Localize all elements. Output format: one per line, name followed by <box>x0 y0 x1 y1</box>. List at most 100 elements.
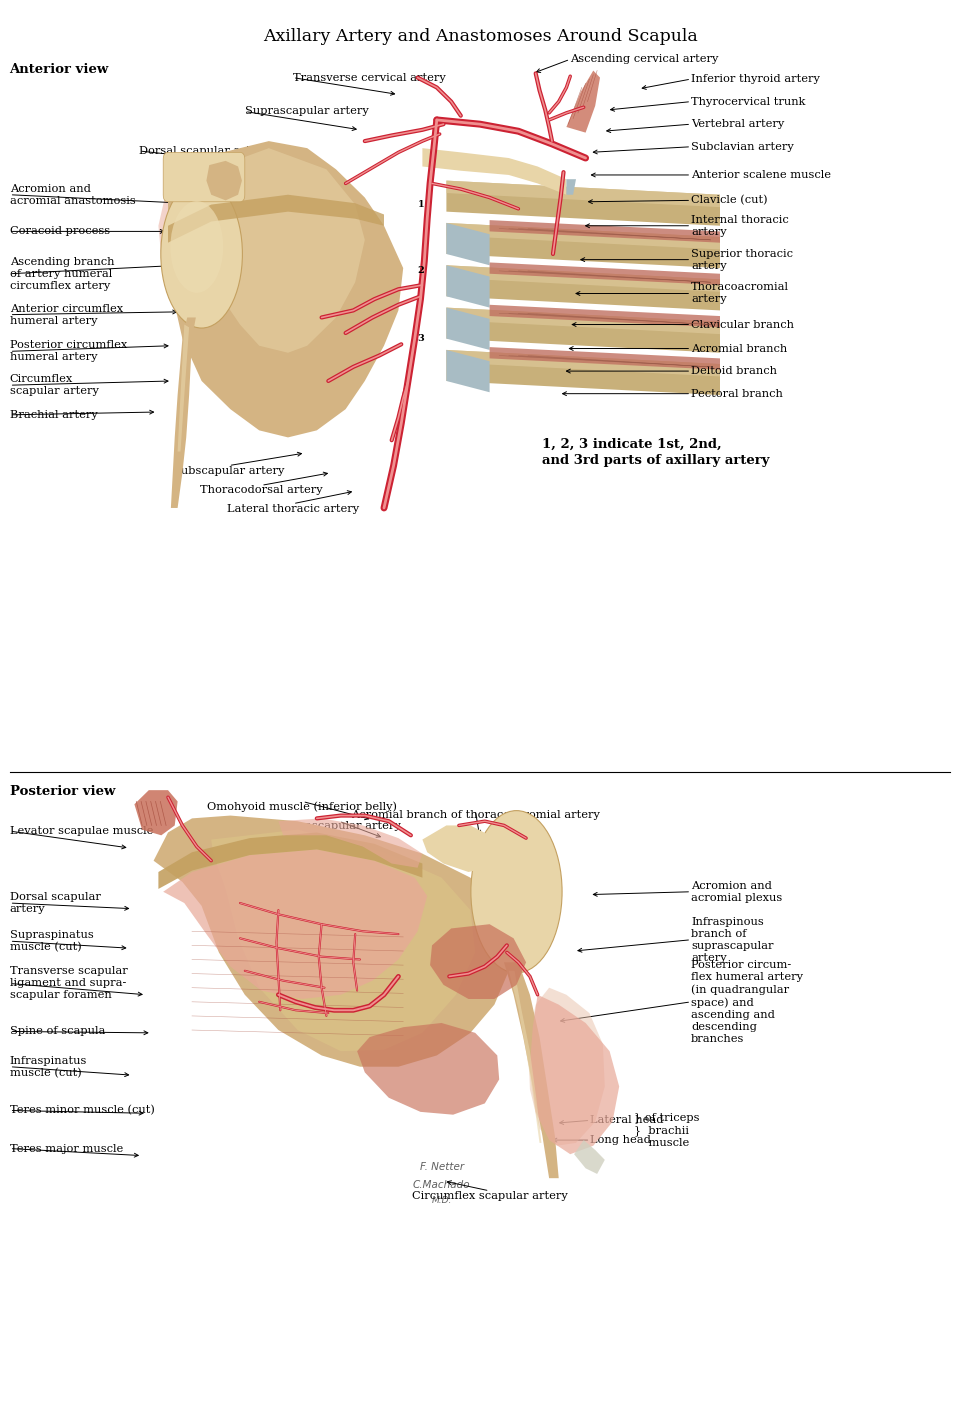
Polygon shape <box>168 152 240 198</box>
Text: Dorsal scapular artery: Dorsal scapular artery <box>139 145 270 157</box>
Text: Lateral head: Lateral head <box>590 1115 664 1126</box>
Polygon shape <box>574 1140 605 1174</box>
Text: Ascending cervical artery: Ascending cervical artery <box>570 54 719 65</box>
Text: Pectoral branch: Pectoral branch <box>691 388 783 399</box>
FancyBboxPatch shape <box>163 152 245 202</box>
Ellipse shape <box>160 179 242 329</box>
Polygon shape <box>211 830 475 1051</box>
Polygon shape <box>446 308 720 334</box>
Text: Teres minor muscle (cut): Teres minor muscle (cut) <box>10 1105 155 1116</box>
Text: Anterior scalene muscle: Anterior scalene muscle <box>691 169 831 181</box>
Polygon shape <box>422 825 497 872</box>
Text: 3: 3 <box>418 334 424 343</box>
Text: Brachial artery: Brachial artery <box>10 409 97 420</box>
Text: Transverse cervical artery: Transverse cervical artery <box>293 72 445 83</box>
Text: Infraspinatus
muscle (cut): Infraspinatus muscle (cut) <box>10 1055 87 1078</box>
Polygon shape <box>504 962 559 1178</box>
Polygon shape <box>192 148 365 353</box>
Text: Clavicle (cut): Clavicle (cut) <box>691 195 768 206</box>
Text: Levator scapulae muscle: Levator scapulae muscle <box>10 825 153 837</box>
Polygon shape <box>446 223 720 250</box>
Polygon shape <box>446 308 490 350</box>
Polygon shape <box>158 832 422 889</box>
Polygon shape <box>490 347 720 370</box>
Polygon shape <box>490 305 720 327</box>
Polygon shape <box>566 71 600 133</box>
Text: Acromion and
acromial anastomosis: Acromion and acromial anastomosis <box>10 183 135 206</box>
Polygon shape <box>178 325 189 452</box>
Text: Dorsal scapular
artery: Dorsal scapular artery <box>10 892 101 914</box>
Text: Circumflex scapular artery: Circumflex scapular artery <box>412 1191 567 1201</box>
Polygon shape <box>528 988 605 1146</box>
Polygon shape <box>446 350 490 392</box>
Text: C.Machado: C.Machado <box>413 1180 470 1191</box>
Text: Internal thoracic
artery: Internal thoracic artery <box>691 214 789 237</box>
Text: Axillary Artery and Anastomoses Around Scapula: Axillary Artery and Anastomoses Around S… <box>263 28 697 45</box>
Polygon shape <box>171 317 196 508</box>
Text: Thyrocervical trunk: Thyrocervical trunk <box>691 96 805 107</box>
Polygon shape <box>566 179 576 195</box>
Text: Deltoid branch: Deltoid branch <box>691 365 778 377</box>
Text: Anterior view: Anterior view <box>10 63 108 76</box>
Text: 1: 1 <box>418 200 424 209</box>
Text: Suprascapular artery: Suprascapular artery <box>245 106 369 117</box>
Text: Posterior circumflex
humeral artery: Posterior circumflex humeral artery <box>10 340 127 363</box>
Polygon shape <box>446 265 720 292</box>
Text: Acromial branch: Acromial branch <box>691 343 787 354</box>
Text: Suprascapular artery: Suprascapular artery <box>277 821 400 831</box>
Text: Supraspinatus
muscle (cut): Supraspinatus muscle (cut) <box>10 930 93 952</box>
Text: Posterior circum-
flex humeral artery
(in quadrangular
space) and
ascending and
: Posterior circum- flex humeral artery (i… <box>691 959 804 1044</box>
Ellipse shape <box>470 810 563 974</box>
Text: Coracoid process: Coracoid process <box>10 226 109 237</box>
Text: Circumflex
scapular artery: Circumflex scapular artery <box>10 374 99 396</box>
Polygon shape <box>278 818 422 868</box>
Polygon shape <box>446 350 720 377</box>
Text: M.D.: M.D. <box>432 1197 452 1205</box>
Text: F. Netter: F. Netter <box>420 1161 465 1173</box>
Ellipse shape <box>170 200 223 293</box>
Text: Clavicular branch: Clavicular branch <box>691 319 794 330</box>
Polygon shape <box>446 265 490 308</box>
Text: Subclavian artery: Subclavian artery <box>691 141 794 152</box>
Polygon shape <box>158 162 238 268</box>
Text: Teres major muscle: Teres major muscle <box>10 1143 123 1154</box>
Polygon shape <box>422 148 566 195</box>
Text: Lateral thoracic artery: Lateral thoracic artery <box>227 504 359 514</box>
Polygon shape <box>134 790 178 835</box>
Text: Transverse scapular
ligament and supra-
scapular foramen: Transverse scapular ligament and supra- … <box>10 967 128 1000</box>
Text: Posterior view: Posterior view <box>10 785 115 797</box>
Text: Spine of scapula: Spine of scapula <box>10 1026 105 1037</box>
Text: Superior thoracic
artery: Superior thoracic artery <box>691 248 793 271</box>
Text: Thoracoacromial
artery: Thoracoacromial artery <box>691 282 789 305</box>
Polygon shape <box>163 849 427 999</box>
Text: Infraspinous
branch of
suprascapular
artery: Infraspinous branch of suprascapular art… <box>691 917 774 962</box>
Polygon shape <box>446 265 720 310</box>
Polygon shape <box>446 181 720 207</box>
Polygon shape <box>490 220 720 243</box>
Text: Omohyoid muscle (inferior belly): Omohyoid muscle (inferior belly) <box>207 801 397 811</box>
Polygon shape <box>446 350 720 395</box>
Polygon shape <box>446 181 720 226</box>
Polygon shape <box>206 161 242 200</box>
Text: Vertebral artery: Vertebral artery <box>691 119 784 130</box>
Polygon shape <box>446 308 720 353</box>
Polygon shape <box>357 1023 499 1115</box>
Text: Inferior thyroid artery: Inferior thyroid artery <box>691 73 820 85</box>
Polygon shape <box>446 223 490 265</box>
Text: 1, 2, 3 indicate 1st, 2nd,
and 3rd parts of axillary artery: 1, 2, 3 indicate 1st, 2nd, and 3rd parts… <box>542 437 770 467</box>
Polygon shape <box>530 995 619 1154</box>
Polygon shape <box>430 924 526 999</box>
Text: Acromial branch of thoracoacromial artery: Acromial branch of thoracoacromial arter… <box>350 810 600 820</box>
Text: } of triceps
}  brachii
    muscle: } of triceps } brachii muscle <box>634 1112 699 1149</box>
Text: Thoracodorsal artery: Thoracodorsal artery <box>200 485 323 495</box>
Text: 2: 2 <box>418 267 424 275</box>
Text: Long head: Long head <box>590 1134 651 1146</box>
Polygon shape <box>168 141 403 437</box>
Text: Acromion and
acromial plexus: Acromion and acromial plexus <box>691 880 782 903</box>
Polygon shape <box>509 971 541 1143</box>
Text: Ascending branch
of artery humeral
circumflex artery: Ascending branch of artery humeral circu… <box>10 257 114 291</box>
Polygon shape <box>168 195 384 243</box>
Polygon shape <box>446 223 720 268</box>
Polygon shape <box>154 816 514 1067</box>
Polygon shape <box>490 262 720 285</box>
